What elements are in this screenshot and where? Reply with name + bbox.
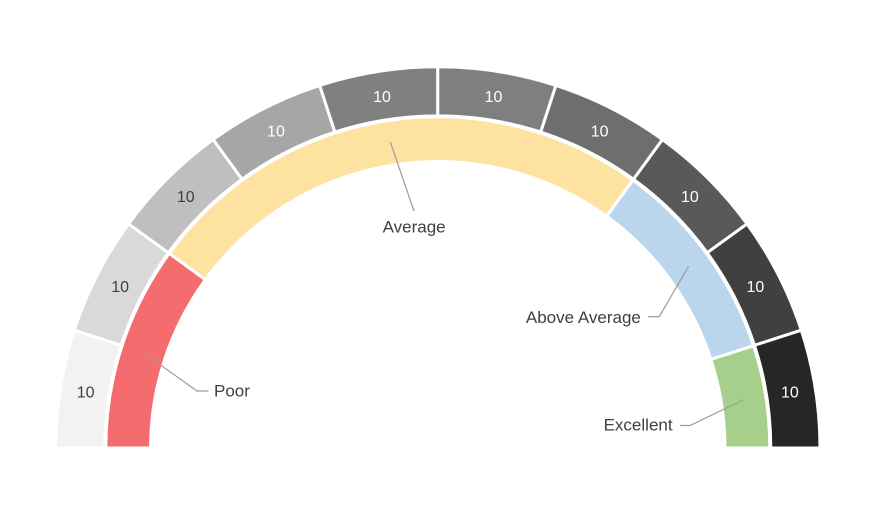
svg-text:10: 10 (485, 89, 503, 106)
svg-text:10: 10 (781, 385, 799, 402)
svg-text:10: 10 (267, 123, 285, 140)
svg-text:Excellent: Excellent (604, 416, 673, 435)
svg-text:Poor: Poor (214, 382, 250, 401)
svg-text:10: 10 (111, 279, 129, 296)
svg-text:10: 10 (591, 123, 609, 140)
svg-text:10: 10 (747, 279, 765, 296)
svg-text:10: 10 (373, 89, 391, 106)
svg-text:10: 10 (177, 189, 195, 206)
svg-text:Average: Average (383, 217, 446, 236)
svg-text:Above Average: Above Average (526, 308, 641, 327)
svg-text:10: 10 (77, 385, 95, 402)
svg-text:10: 10 (681, 189, 699, 206)
